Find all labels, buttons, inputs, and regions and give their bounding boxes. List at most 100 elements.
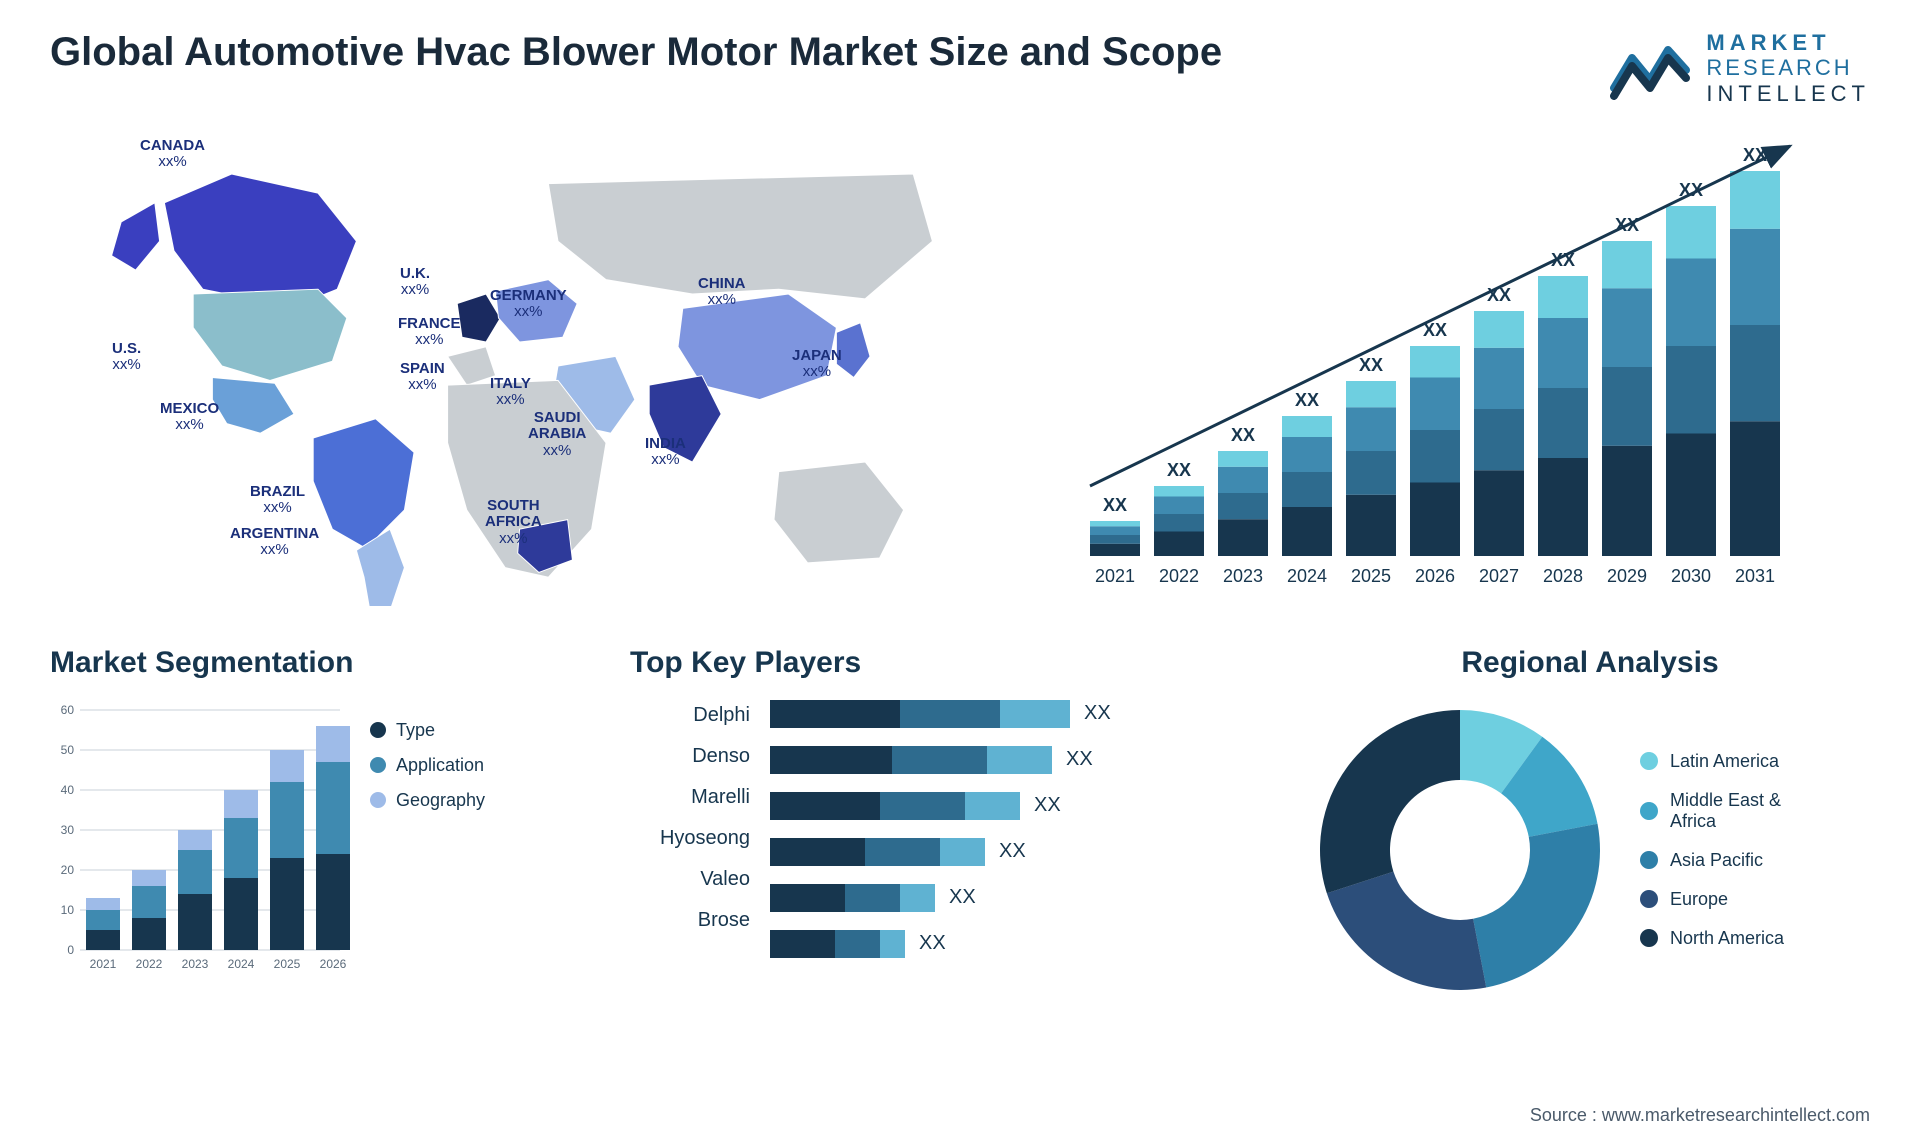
svg-text:2025: 2025 [1351,566,1391,586]
player-bar-segment [900,700,1000,728]
map-label-japan: JAPANxx% [792,348,842,381]
svg-text:2023: 2023 [1223,566,1263,586]
player-row-marelli: XX [770,792,1270,820]
player-row-delphi: XX [770,700,1270,728]
svg-text:2030: 2030 [1671,566,1711,586]
svg-text:2024: 2024 [1287,566,1327,586]
regional-title: Regional Analysis [1310,646,1870,680]
map-label-canada: CANADAxx% [140,138,205,171]
swatch-icon [1640,929,1658,947]
svg-text:2026: 2026 [1415,566,1455,586]
map-label-china: CHINAxx% [698,276,746,309]
segmentation-panel: Market Segmentation 01020304050602021202… [50,646,590,1000]
map-label-india: INDIAxx% [645,436,686,469]
svg-text:2027: 2027 [1479,566,1519,586]
player-bar [770,700,1070,728]
player-bar-segment [880,930,905,958]
player-bar-segment [845,884,900,912]
player-label-valeo: Valeo [630,868,750,891]
players-panel: Top Key Players DelphiDensoMarelliHyoseo… [630,646,1270,1000]
svg-text:XX: XX [1231,425,1255,445]
player-value: XX [949,886,976,909]
player-bar-segment [965,792,1020,820]
segmentation-legend: TypeApplicationGeography [370,700,485,980]
svg-text:XX: XX [1359,355,1383,375]
growth-svg: XX2021XX2022XX2023XX2024XX2025XX2026XX20… [1010,126,1870,606]
player-bar-segment [940,838,985,866]
donut-svg [1310,700,1610,1000]
player-bar-segment [900,884,935,912]
swatch-icon [370,792,386,808]
segmentation-chart: 0102030405060202120222023202420252026 [50,700,350,980]
player-bar-segment [770,700,900,728]
seg-legend-type: Type [370,720,485,741]
player-label-brose: Brose [630,909,750,932]
player-bar [770,930,905,958]
svg-text:2025: 2025 [274,957,301,971]
regional-legend-asia-pacific: Asia Pacific [1640,850,1784,871]
player-bar [770,838,985,866]
header: Global Automotive Hvac Blower Motor Mark… [50,30,1870,106]
player-row-valeo: XX [770,884,1270,912]
page-title: Global Automotive Hvac Blower Motor Mark… [50,30,1222,75]
player-value: XX [1034,794,1061,817]
swatch-icon [370,757,386,773]
player-bar-segment [987,746,1052,774]
svg-text:2029: 2029 [1607,566,1647,586]
svg-text:30: 30 [61,823,75,837]
player-bar [770,746,1052,774]
player-value: XX [999,840,1026,863]
player-row-hyoseong: XX [770,838,1270,866]
map-label-france: FRANCExx% [398,316,461,349]
segmentation-title: Market Segmentation [50,646,590,680]
svg-text:2026: 2026 [320,957,347,971]
regional-panel: Regional Analysis Latin AmericaMiddle Ea… [1310,646,1870,1000]
top-row: CANADAxx%U.S.xx%MEXICOxx%BRAZILxx%ARGENT… [50,126,1870,606]
player-label-delphi: Delphi [630,704,750,727]
source-attribution: Source : www.marketresearchintellect.com [1530,1105,1870,1126]
player-label-hyoseong: Hyoseong [630,827,750,850]
logo-line3: INTELLECT [1706,81,1870,106]
svg-text:2031: 2031 [1735,566,1775,586]
player-bar-segment [770,838,865,866]
player-bar-segment [770,792,880,820]
world-map: CANADAxx%U.S.xx%MEXICOxx%BRAZILxx%ARGENT… [50,126,970,606]
player-bar-segment [865,838,940,866]
svg-text:2022: 2022 [1159,566,1199,586]
svg-text:XX: XX [1295,390,1319,410]
seg-legend-application: Application [370,755,485,776]
swatch-icon [1640,851,1658,869]
map-label-saudi-arabia: SAUDIARABIAxx% [528,410,586,460]
svg-text:50: 50 [61,743,75,757]
regional-legend: Latin AmericaMiddle East &AfricaAsia Pac… [1640,751,1784,949]
swatch-icon [370,722,386,738]
players-bars: XXXXXXXXXXXX [770,700,1270,958]
logo-line1: MARKET [1706,30,1870,55]
map-label-u-s-: U.S.xx% [112,341,141,374]
player-label-marelli: Marelli [630,786,750,809]
player-bar-segment [880,792,965,820]
logo-text: MARKET RESEARCH INTELLECT [1706,30,1870,106]
player-bar-segment [770,930,835,958]
bottom-row: Market Segmentation 01020304050602021202… [50,646,1870,1000]
logo-line2: RESEARCH [1706,55,1870,80]
player-bar-segment [770,746,892,774]
map-label-italy: ITALYxx% [490,376,531,409]
svg-text:20: 20 [61,863,75,877]
svg-text:60: 60 [61,703,75,717]
player-bar [770,884,935,912]
player-bar [770,792,1020,820]
players-title: Top Key Players [630,646,1270,680]
players-labels: DelphiDensoMarelliHyoseongValeoBrose [630,700,750,958]
map-label-mexico: MEXICOxx% [160,401,219,434]
svg-text:40: 40 [61,783,75,797]
regional-legend-middle-east-africa: Middle East &Africa [1640,790,1784,832]
svg-text:10: 10 [61,903,75,917]
player-bar-segment [835,930,880,958]
brand-logo: MARKET RESEARCH INTELLECT [1610,30,1870,106]
player-value: XX [1066,748,1093,771]
svg-text:2028: 2028 [1543,566,1583,586]
logo-mark-icon [1610,36,1690,100]
svg-text:2023: 2023 [182,957,209,971]
regional-legend-north-america: North America [1640,928,1784,949]
